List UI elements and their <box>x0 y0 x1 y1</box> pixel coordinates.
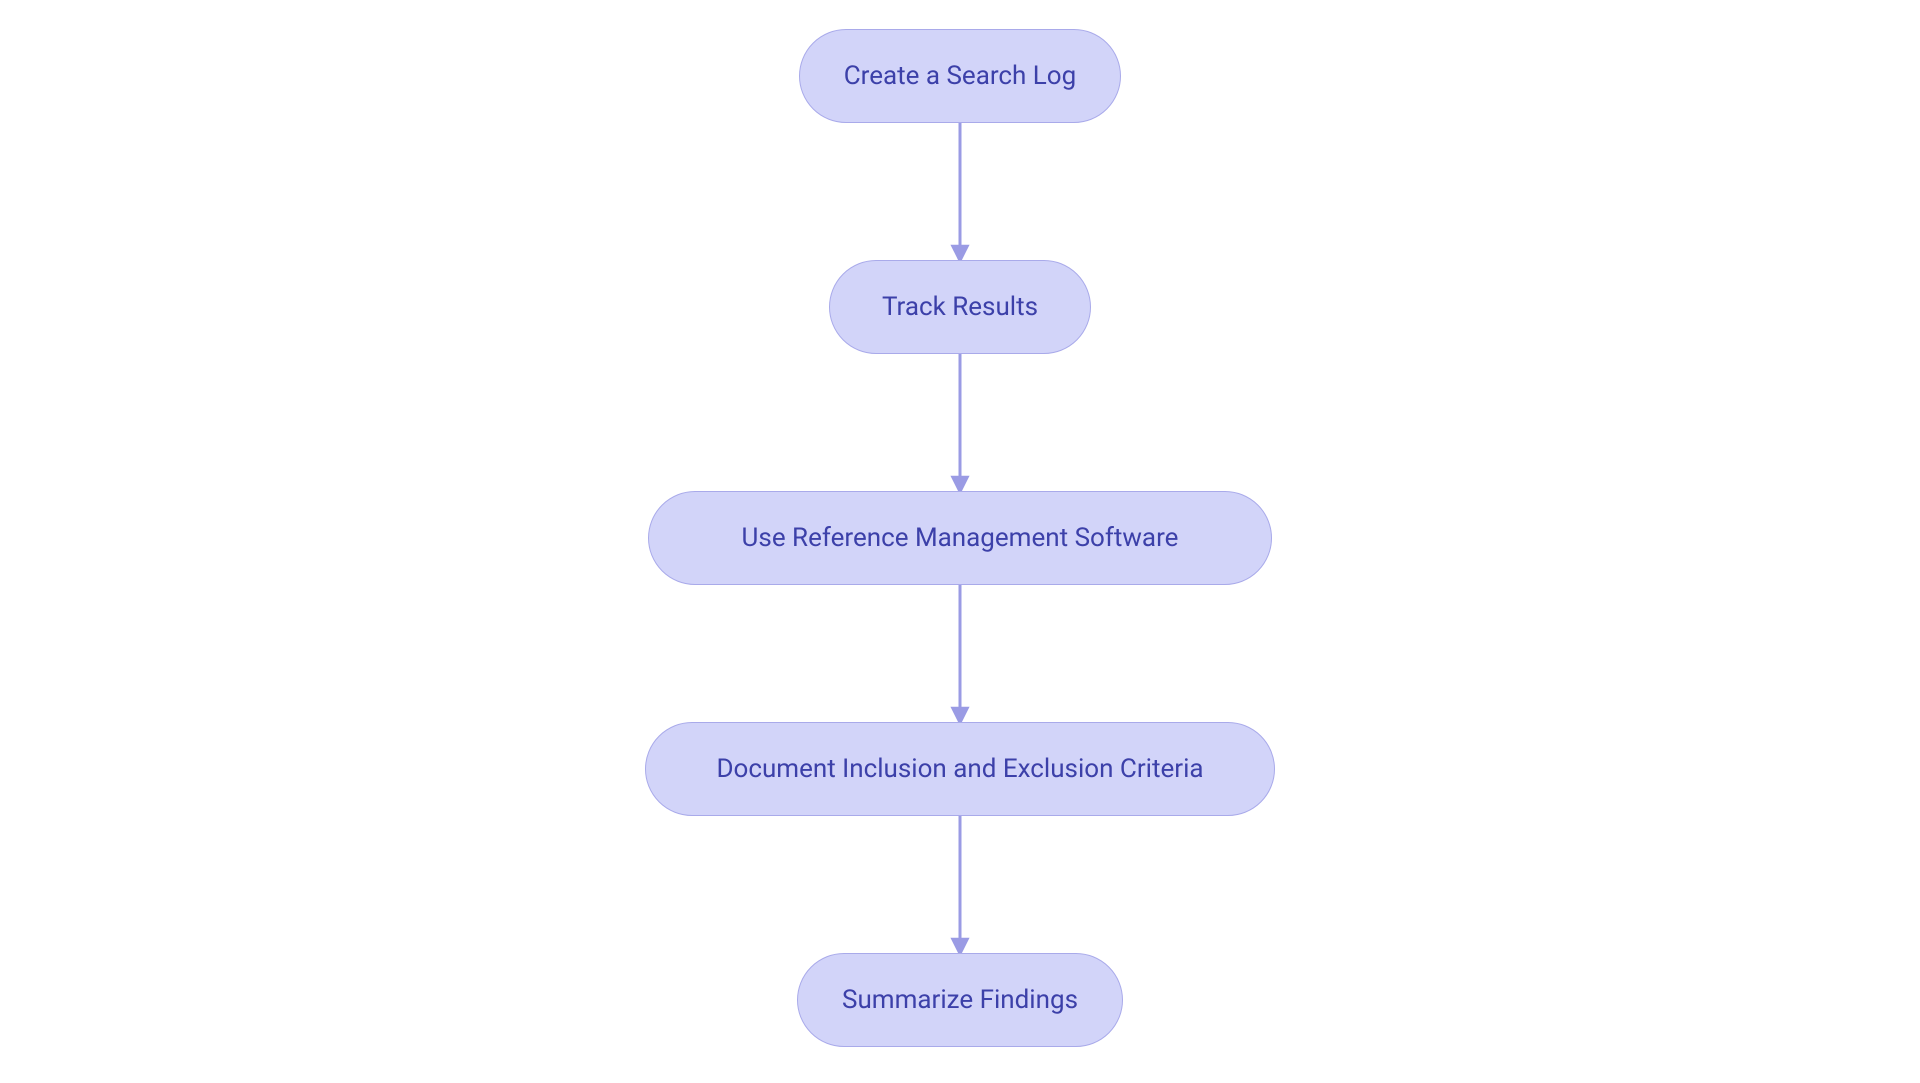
flowchart-node: Document Inclusion and Exclusion Criteri… <box>645 722 1275 816</box>
flowchart-node-label: Create a Search Log <box>844 61 1077 91</box>
flowchart-canvas: Create a Search Log Track Results Use Refe… <box>0 0 1920 1083</box>
flowchart-node: Summarize Findings <box>797 953 1123 1047</box>
flowchart-node-label: Document Inclusion and Exclusion Criteri… <box>716 754 1203 784</box>
flowchart-node: Use Reference Management Software <box>648 491 1272 585</box>
flowchart-node-label: Use Reference Management Software <box>742 523 1179 553</box>
flowchart-node: Track Results <box>829 260 1091 354</box>
flowchart-node: Create a Search Log <box>799 29 1121 123</box>
flowchart-node-label: Summarize Findings <box>842 985 1078 1015</box>
flowchart-node-label: Track Results <box>882 292 1038 322</box>
